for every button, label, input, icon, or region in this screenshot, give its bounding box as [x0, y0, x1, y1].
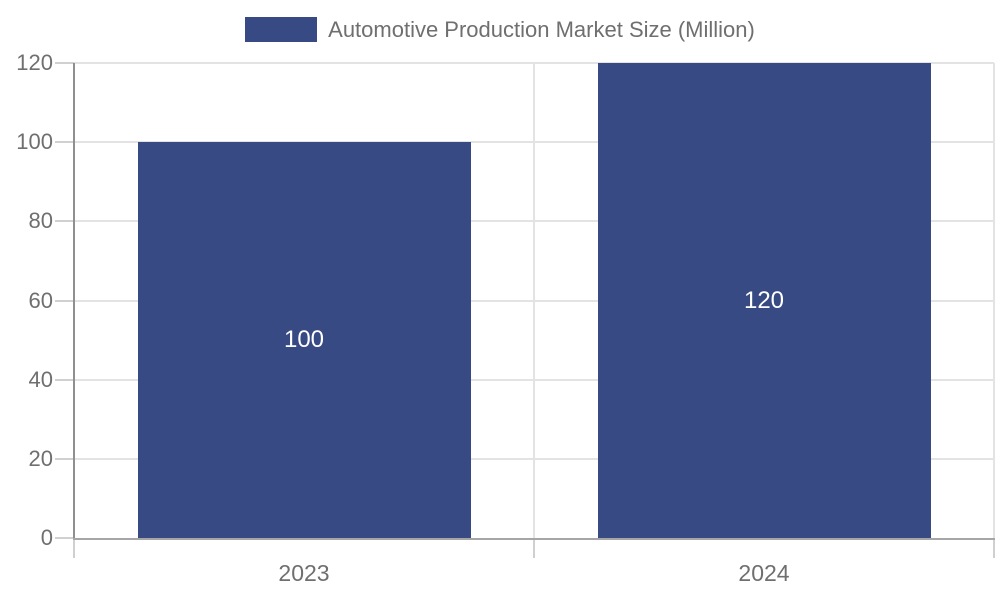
x-axis-line — [73, 538, 995, 540]
legend-swatch — [245, 17, 318, 42]
y-tick-label: 40 — [28, 366, 53, 392]
x-tick — [533, 540, 535, 558]
y-tick — [55, 220, 74, 223]
bar-2023 — [137, 142, 471, 538]
y-tick-label: 60 — [28, 287, 53, 313]
y-tick — [55, 537, 74, 539]
y-tick — [55, 299, 74, 302]
chart-legend: Automotive Production Market Size (Milli… — [0, 17, 1000, 42]
y-tick-label: 120 — [16, 50, 53, 75]
x-tick — [993, 540, 995, 558]
y-axis-line — [73, 63, 75, 540]
x-tick — [73, 540, 75, 558]
bar-value-label: 100 — [283, 326, 325, 354]
y-tick — [55, 378, 74, 381]
y-tick — [55, 62, 74, 64]
x-axis-label: 2024 — [738, 560, 790, 586]
y-tick — [55, 457, 74, 460]
y-tick-label: 0 — [40, 525, 53, 550]
y-tick-label: 20 — [28, 445, 53, 471]
gridline-vertical — [993, 63, 995, 538]
bar-value-label: 120 — [743, 286, 785, 314]
bar-2024 — [597, 63, 931, 538]
y-tick-label: 80 — [28, 208, 53, 234]
y-tick-label: 100 — [16, 129, 53, 155]
gridline-vertical — [533, 63, 535, 538]
x-axis-label: 2023 — [278, 560, 330, 586]
y-tick — [55, 141, 74, 144]
legend-label: Automotive Production Market Size (Milli… — [328, 17, 755, 42]
